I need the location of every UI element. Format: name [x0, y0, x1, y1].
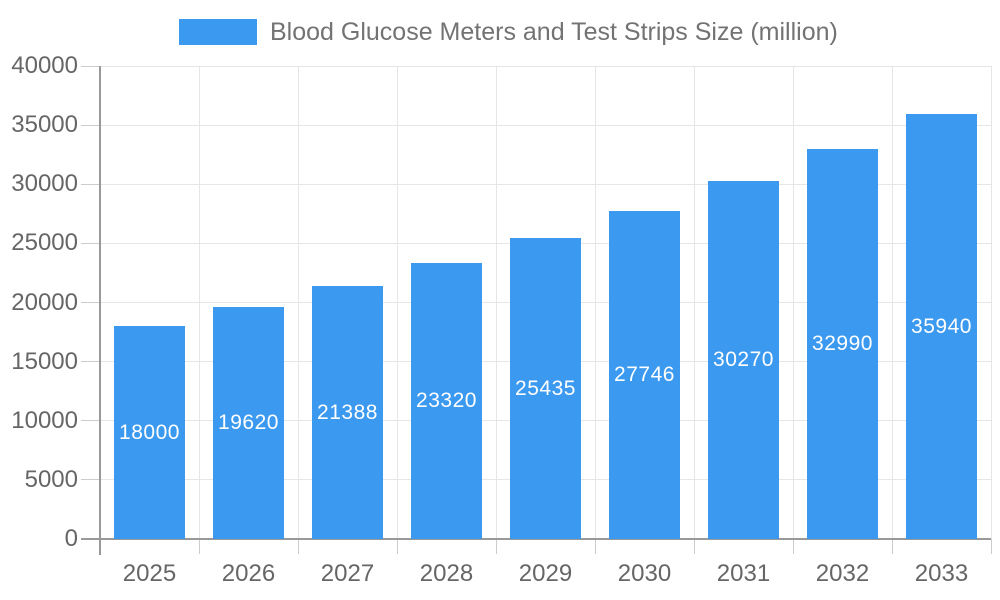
legend-label: Blood Glucose Meters and Test Strips Siz…: [270, 18, 838, 46]
y-axis-label: 30000: [11, 170, 78, 198]
y-axis-label: 0: [64, 525, 78, 552]
y-axis-label: 40000: [11, 52, 78, 79]
x-gridline: [792, 66, 794, 539]
x-axis-label: 2033: [914, 560, 969, 587]
x-axis-label: 2025: [122, 560, 177, 587]
bar-value-label: 35940: [911, 314, 972, 338]
bar-value-label: 25435: [515, 376, 576, 400]
x-gridline: [396, 66, 398, 539]
y-tick: [81, 65, 100, 67]
y-tick: [81, 302, 100, 303]
x-tick: [594, 539, 596, 554]
x-tick: [198, 539, 200, 554]
x-tick: [297, 539, 299, 554]
x-gridline: [297, 66, 299, 539]
legend-item[interactable]: Blood Glucose Meters and Test Strips Siz…: [179, 19, 838, 45]
x-tick: [891, 539, 893, 554]
x-tick: [693, 539, 695, 554]
y-gridline: [100, 183, 991, 185]
x-tick: [495, 539, 497, 554]
y-tick: [81, 183, 100, 185]
bar-value-label: 19620: [218, 411, 279, 434]
x-axis-label: 2032: [815, 560, 870, 587]
y-axis-label: 20000: [11, 288, 78, 316]
y-gridline: [100, 65, 991, 67]
y-axis-line: [98, 66, 101, 555]
bar-value-label: 23320: [416, 389, 477, 412]
bar: 21388: [312, 286, 383, 539]
y-axis-label: 15000: [11, 347, 78, 375]
bar: 35940: [906, 114, 977, 539]
x-axis-label: 2027: [320, 560, 375, 587]
y-tick: [81, 124, 100, 126]
y-gridline: [100, 124, 991, 126]
x-tick: [792, 539, 794, 554]
y-tick: [81, 420, 100, 422]
y-axis-label: 5000: [24, 465, 78, 493]
x-gridline: [198, 66, 200, 539]
bar: 27746: [609, 211, 680, 539]
bar: 19620: [213, 307, 284, 539]
x-axis-label: 2031: [716, 560, 771, 587]
x-axis-label: 2026: [221, 560, 276, 587]
bar-value-label: 18000: [119, 420, 180, 444]
x-axis-label: 2030: [617, 560, 672, 587]
y-axis-label: 10000: [11, 406, 78, 434]
bar-value-label: 32990: [812, 332, 873, 355]
bar: 23320: [411, 263, 482, 539]
bar: 18000: [114, 326, 185, 539]
y-tick: [81, 361, 100, 363]
bar: 25435: [510, 238, 581, 539]
bar-value-label: 27746: [614, 363, 675, 386]
plot-right-border: [990, 66, 992, 539]
bar-value-label: 21388: [317, 400, 378, 424]
y-tick: [81, 479, 100, 481]
legend-swatch-icon: [179, 19, 257, 45]
y-tick: [81, 242, 100, 244]
y-axis-label: 35000: [11, 111, 78, 139]
bar: 30270: [708, 181, 779, 539]
x-axis-label: 2028: [419, 560, 474, 587]
x-gridline: [891, 66, 893, 539]
bar-value-label: 30270: [713, 348, 774, 371]
x-gridline: [495, 66, 497, 539]
x-tick: [990, 539, 992, 554]
x-gridline: [693, 66, 695, 539]
y-axis-label: 25000: [11, 229, 78, 257]
x-axis-line: [81, 538, 991, 540]
x-axis-label: 2029: [518, 560, 573, 587]
bar: 32990: [807, 149, 878, 539]
x-gridline: [594, 66, 596, 539]
x-tick: [396, 539, 398, 554]
